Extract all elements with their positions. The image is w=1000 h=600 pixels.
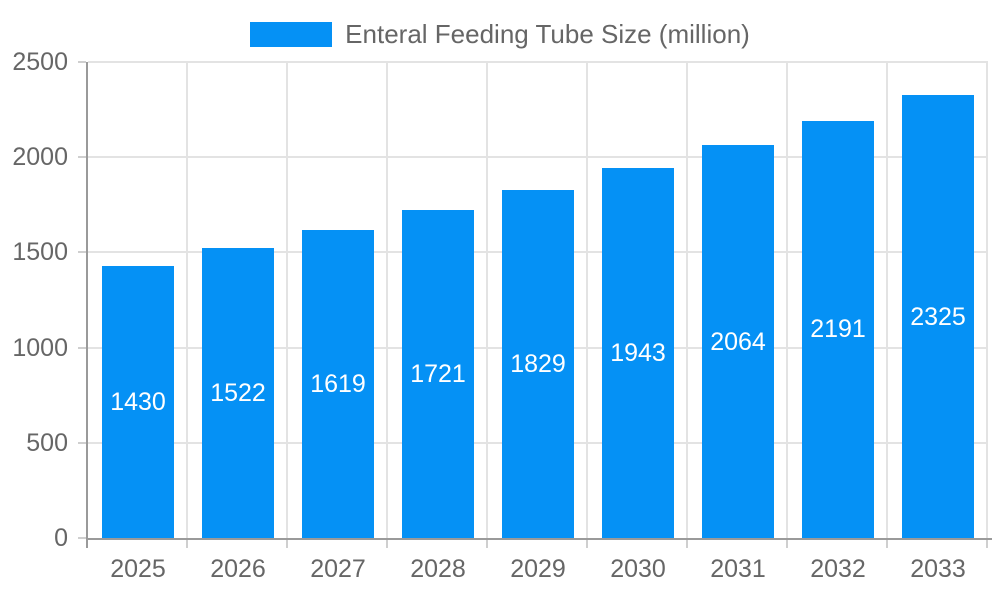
- bar-value-label: 2191: [810, 315, 866, 344]
- x-tick-label: 2025: [110, 555, 166, 583]
- bar: [502, 189, 574, 538]
- x-tick-mark: [486, 540, 488, 548]
- gridline-vertical: [986, 62, 988, 538]
- y-tick-mark: [78, 537, 86, 539]
- bar: [602, 168, 674, 538]
- gridline-vertical: [786, 62, 788, 538]
- y-tick-mark: [78, 346, 86, 349]
- y-tick-label: 2000: [12, 143, 68, 172]
- gridline-vertical: [286, 62, 288, 538]
- gridline-vertical: [486, 62, 488, 538]
- x-tick-mark: [386, 540, 388, 548]
- x-axis-line: [86, 538, 992, 540]
- x-tick-label: 2028: [410, 555, 466, 583]
- bar-value-label: 1721: [410, 360, 466, 389]
- bar: [902, 95, 974, 538]
- x-tick-mark: [886, 540, 888, 548]
- x-tick-label: 2026: [210, 555, 266, 583]
- bar-value-label: 1943: [610, 339, 666, 368]
- bar: [702, 145, 774, 538]
- bar: [202, 248, 274, 538]
- x-tick-label: 2033: [910, 555, 966, 583]
- y-tick-mark: [78, 61, 86, 63]
- y-tick-label: 2500: [12, 48, 68, 76]
- x-tick-label: 2032: [810, 555, 866, 583]
- x-tick-label: 2027: [310, 555, 366, 583]
- bar-value-label: 2064: [710, 327, 766, 356]
- y-tick-label: 1500: [12, 238, 68, 267]
- x-tick-mark: [186, 540, 188, 548]
- x-tick-mark: [686, 540, 688, 548]
- y-tick-label: 0: [54, 524, 68, 552]
- bar-value-label: 1829: [510, 349, 566, 378]
- x-tick-label: 2030: [610, 555, 666, 583]
- y-axis-line: [86, 62, 88, 548]
- x-tick-label: 2029: [510, 555, 566, 583]
- gridline-vertical: [886, 62, 888, 538]
- x-tick-label: 2031: [710, 555, 766, 583]
- y-tick-mark: [78, 156, 86, 159]
- y-tick-label: 1000: [12, 333, 68, 362]
- bar: [402, 210, 474, 538]
- legend[interactable]: Enteral Feeding Tube Size (million): [0, 19, 1000, 49]
- x-tick-mark: [286, 540, 288, 548]
- bar: [102, 265, 174, 538]
- bar-value-label: 1430: [110, 387, 166, 416]
- y-tick-mark: [78, 441, 86, 444]
- bar-value-label: 1522: [210, 379, 266, 408]
- x-tick-mark: [986, 540, 988, 548]
- x-tick-mark: [786, 540, 788, 548]
- bar-value-label: 1619: [310, 369, 366, 398]
- x-tick-mark: [586, 540, 588, 548]
- gridline-vertical: [186, 62, 188, 538]
- gridline-vertical: [386, 62, 388, 538]
- bar: [802, 120, 874, 538]
- y-tick-mark: [78, 251, 86, 254]
- gridline-horizontal: [88, 61, 988, 63]
- gridline-vertical: [586, 62, 588, 538]
- legend-label: Enteral Feeding Tube Size (million): [345, 19, 750, 49]
- legend-swatch: [250, 21, 333, 47]
- gridline-horizontal: [88, 156, 988, 159]
- bar-value-label: 2325: [910, 302, 966, 331]
- y-tick-label: 500: [26, 428, 68, 457]
- gridline-vertical: [686, 62, 688, 538]
- bar: [302, 229, 374, 538]
